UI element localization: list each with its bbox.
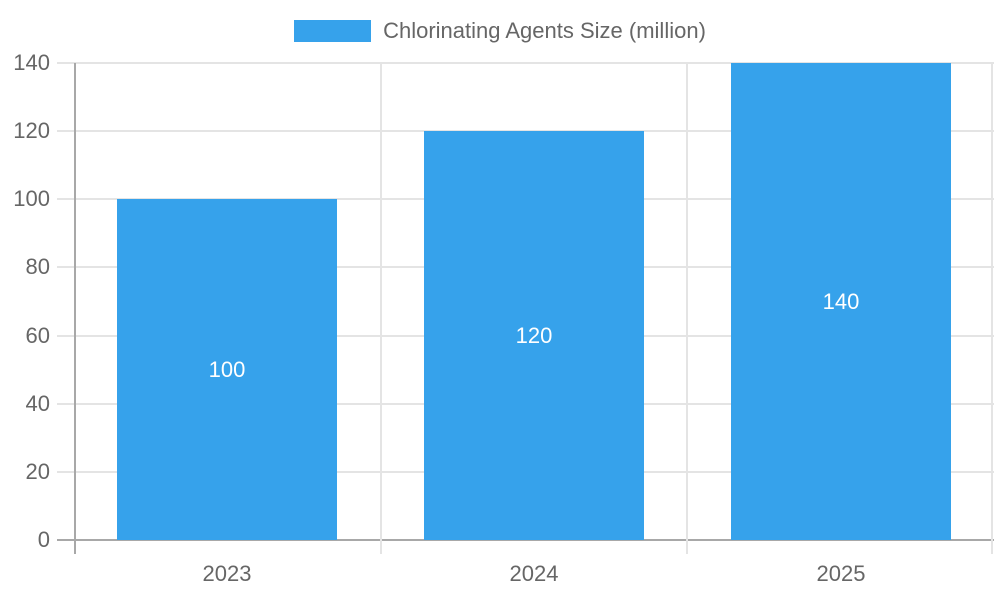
- legend-item[interactable]: Chlorinating Agents Size (million): [294, 18, 706, 44]
- x-tick-label: 2025: [816, 561, 866, 586]
- x-gridline: [686, 63, 688, 554]
- y-tick-label: 0: [37, 527, 50, 552]
- y-tick-label: 40: [25, 391, 50, 416]
- x-gridline: [991, 63, 993, 554]
- bar: [424, 131, 644, 540]
- bar-value-label: 120: [515, 323, 553, 348]
- legend-label: Chlorinating Agents Size (million): [383, 18, 706, 43]
- chart-legend: Chlorinating Agents Size (million): [0, 18, 1000, 44]
- x-gridline: [74, 63, 76, 554]
- bar: [117, 199, 337, 540]
- y-gridline: [57, 62, 994, 64]
- plot-area: 0 20 40 60 80 100 120 140 100 2023 120 2024 140 2025: [13, 52, 994, 586]
- x-tick-label: 2024: [509, 561, 559, 586]
- bar-value-label: 140: [822, 289, 860, 314]
- x-tick-label: 2023: [202, 561, 252, 586]
- y-tick-label: 80: [25, 254, 50, 279]
- y-gridline: [57, 539, 994, 541]
- bar-value-label: 100: [208, 357, 246, 382]
- legend-color-swatch: [294, 20, 372, 42]
- y-tick-label: 20: [25, 459, 50, 484]
- y-tick-label: 140: [13, 50, 50, 75]
- y-tick-label: 120: [13, 118, 50, 143]
- bar: [731, 63, 951, 540]
- x-gridline: [380, 63, 382, 554]
- y-tick-label: 60: [25, 323, 50, 348]
- y-tick-label: 100: [13, 186, 50, 211]
